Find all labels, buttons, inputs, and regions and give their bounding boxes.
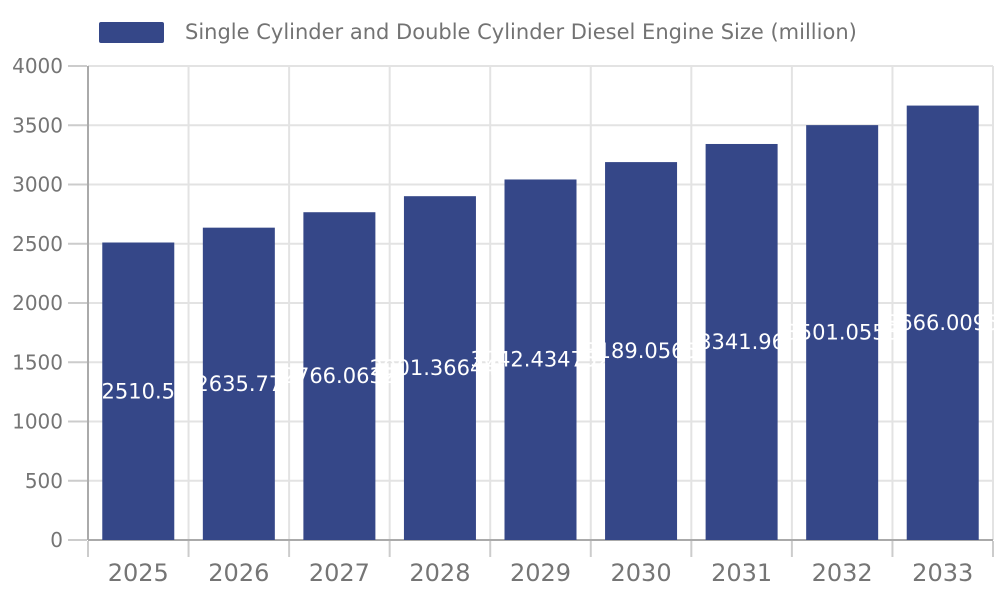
x-axis-tick-label: 2029 [510,559,571,587]
bar-2030[interactable] [605,162,678,540]
x-axis-tick-label: 2030 [611,559,672,587]
y-axis-tick-label: 2500 [12,232,63,256]
bar-2026[interactable] [202,227,275,540]
bar-value-label: 3666.0095 [886,311,1000,335]
bar-value-label: 2901.366445 [370,356,510,380]
x-axis-tick-label: 2028 [409,559,470,587]
x-axis-tick-label: 2025 [108,559,169,587]
bar-value-label: 3042.434752 [470,348,610,372]
x-axis-tick-label: 2033 [912,559,973,587]
bar-value-label: 2635.77 [195,372,282,396]
legend-swatch [99,22,164,43]
y-axis-tick-label: 1000 [12,410,63,434]
y-axis-tick-label: 3500 [12,113,63,137]
bar-2027[interactable] [303,212,376,541]
y-axis-tick-label: 3000 [12,173,63,197]
y-axis-tick-label: 0 [50,528,63,552]
y-axis-tick-label: 2000 [12,291,63,315]
bar-value-label: 3189.0565 [584,339,698,363]
bar-2025[interactable] [102,242,175,541]
y-axis-tick-label: 500 [25,469,63,493]
x-axis-tick-label: 2026 [208,559,269,587]
x-axis-tick-label: 2027 [309,559,370,587]
bar-2032[interactable] [806,125,879,541]
legend-item[interactable]: Single Cylinder and Double Cylinder Dies… [99,19,857,46]
y-axis-tick-label: 1500 [12,350,63,374]
bar-value-label: 2510.5 [102,379,175,403]
bar-2031[interactable] [705,143,778,541]
bar-value-label: 3341.96 [698,330,785,354]
y-axis-tick-label: 4000 [12,54,63,78]
legend-label: Single Cylinder and Double Cylinder Dies… [185,20,857,44]
bar-2033[interactable] [906,105,979,540]
x-axis-tick-label: 2032 [812,559,873,587]
bar-value-label: 3501.0558 [785,321,899,345]
x-axis-tick-label: 2031 [711,559,772,587]
bar-2029[interactable] [504,179,577,540]
bar-value-label: 2766.0632 [283,364,397,388]
bar-2028[interactable] [403,196,476,540]
